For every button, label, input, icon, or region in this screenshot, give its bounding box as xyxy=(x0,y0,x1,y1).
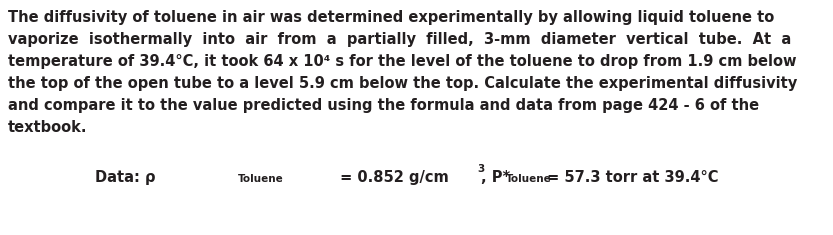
Text: = 57.3 torr at 39.4°C: = 57.3 torr at 39.4°C xyxy=(542,170,719,185)
Text: The diffusivity of toluene in air was determined experimentally by allowing liqu: The diffusivity of toluene in air was de… xyxy=(8,10,774,25)
Text: Toluene: Toluene xyxy=(238,174,284,184)
Text: textbook.: textbook. xyxy=(8,120,87,135)
Text: the top of the open tube to a level 5.9 cm below the top. Calculate the experime: the top of the open tube to a level 5.9 … xyxy=(8,76,797,91)
Text: and compare it to the value predicted using the formula and data from page 424 -: and compare it to the value predicted us… xyxy=(8,98,759,113)
Text: vaporize  isothermally  into  air  from  a  partially  filled,  3-mm  diameter  : vaporize isothermally into air from a pa… xyxy=(8,32,791,47)
Text: = 0.852 g/cm: = 0.852 g/cm xyxy=(335,170,448,185)
Text: Data: ρ: Data: ρ xyxy=(95,170,156,185)
Text: temperature of 39.4°C, it took 64 x 10⁴ s for the level of the toluene to drop f: temperature of 39.4°C, it took 64 x 10⁴ … xyxy=(8,54,796,69)
Text: 3: 3 xyxy=(477,164,484,174)
Text: , P*: , P* xyxy=(481,170,511,185)
Text: Toluene: Toluene xyxy=(506,174,552,184)
